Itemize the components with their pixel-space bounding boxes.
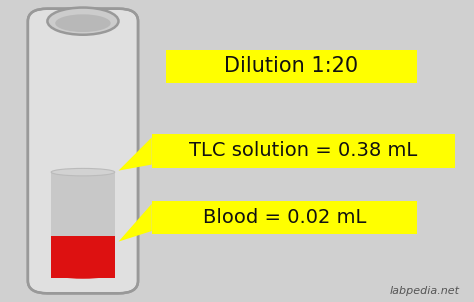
Ellipse shape [55,14,110,32]
Polygon shape [118,204,152,242]
FancyBboxPatch shape [28,9,138,293]
Text: Blood = 0.02 mL: Blood = 0.02 mL [203,208,366,227]
Ellipse shape [47,8,118,35]
Text: Dilution 1:20: Dilution 1:20 [225,56,358,76]
Polygon shape [51,236,115,278]
FancyBboxPatch shape [166,50,417,83]
Ellipse shape [51,169,115,176]
Text: labpedia.net: labpedia.net [390,286,460,296]
Text: TLC solution = 0.38 mL: TLC solution = 0.38 mL [189,142,418,160]
FancyBboxPatch shape [152,201,417,234]
Ellipse shape [51,268,115,279]
Polygon shape [51,172,115,236]
FancyBboxPatch shape [152,134,455,168]
Polygon shape [118,137,152,171]
